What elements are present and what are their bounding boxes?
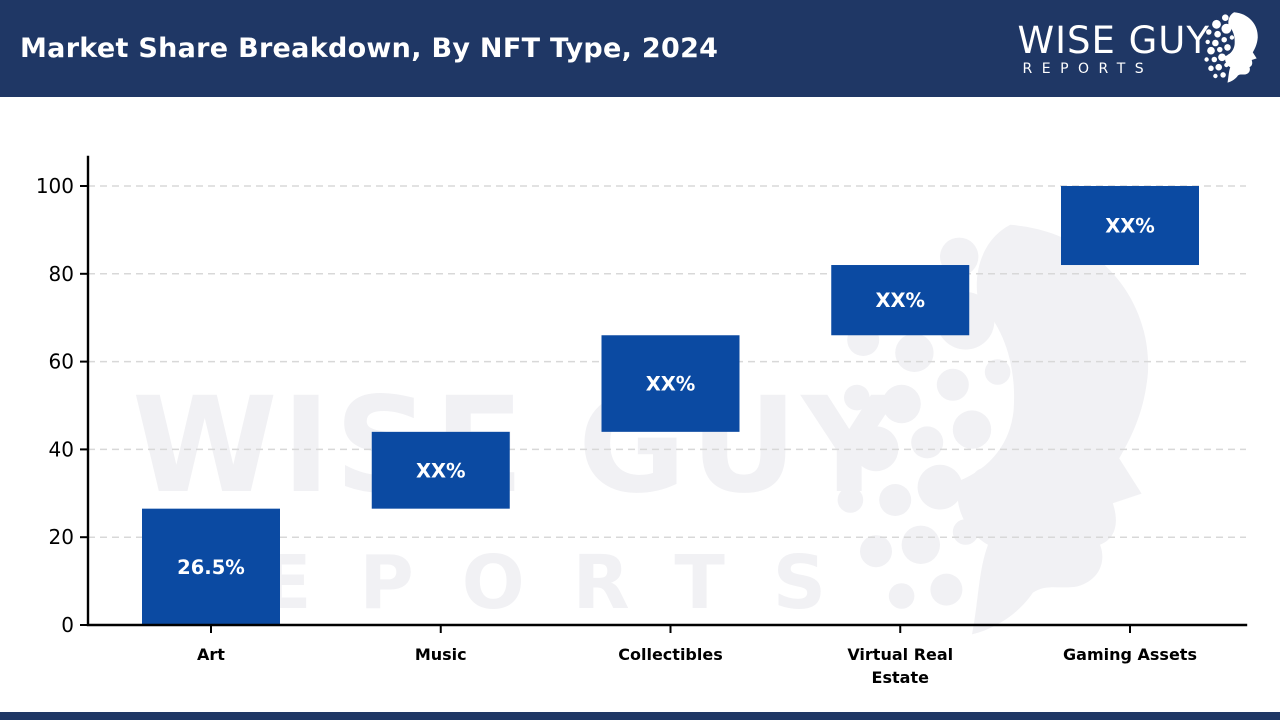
category-label: Gaming Assets	[1063, 645, 1197, 664]
bar-gaming-assets	[1061, 186, 1199, 266]
bar-virtual-real-estate	[831, 265, 970, 336]
y-tick-label-80: 80	[49, 262, 74, 286]
header: Market Share Breakdown, By NFT Type, 202…	[0, 0, 1280, 97]
y-tick-label-60: 60	[49, 350, 74, 374]
bar-label: XX%	[416, 459, 466, 482]
category-label: Estate	[872, 668, 930, 687]
logo-name: WISE GUY	[1017, 18, 1210, 62]
bar-label: 26.5%	[177, 556, 245, 579]
category-label: Music	[415, 645, 467, 664]
chart-title: Market Share Breakdown, By NFT Type, 202…	[20, 33, 719, 64]
y-tick-label-20: 20	[49, 525, 74, 549]
bar-label: XX%	[1105, 215, 1155, 238]
bar-collectibles	[601, 335, 740, 432]
y-tick-label-0: 0	[61, 613, 74, 637]
category-label: Virtual Real	[847, 645, 953, 664]
watermark-line1: WISE GUY	[132, 369, 902, 523]
wiseguy-logo: WISE GUY REPORTS	[1018, 10, 1266, 87]
chart-area: WISE GUY REPORTS 0 20 40 60 80 100 26.5% Art XX%…	[0, 97, 1280, 712]
bar-music	[371, 431, 510, 509]
category-label: Art	[197, 645, 225, 664]
y-tick-label-100: 100	[36, 174, 74, 198]
footer-bar	[0, 712, 1280, 720]
wiseguy-face-icon	[1204, 12, 1258, 83]
category-label: Collectibles	[618, 645, 722, 664]
chart-svg: 0 20 40 60 80 100 26.5% Art XX% Music XX% Collectib…	[36, 155, 1248, 687]
bar-label: XX%	[646, 373, 696, 396]
bar-label: XX%	[875, 289, 925, 312]
y-tick-label-40: 40	[49, 437, 74, 461]
bar-art	[142, 508, 280, 625]
logo-tagline: REPORTS	[1022, 60, 1154, 77]
axes	[86, 155, 1248, 627]
logo-text: WISE GUY REPORTS	[1018, 22, 1210, 76]
